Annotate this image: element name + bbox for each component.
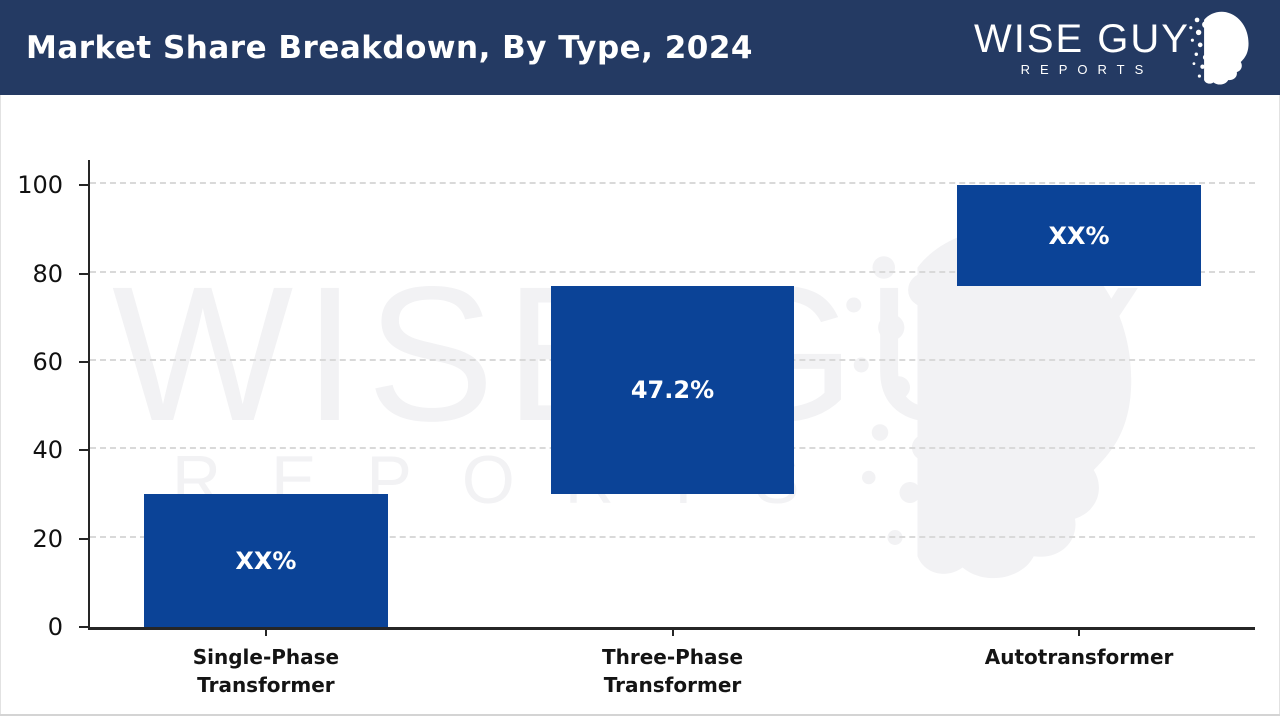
logo-wordmark: WISE GUY [973,16,1190,61]
page-title: Market Share Breakdown, By Type, 2024 [26,29,754,66]
category-label-line: Transformer [197,673,335,697]
footer-divider [0,714,1280,720]
category-label-line: Autotransformer [984,645,1174,669]
logo-subtitle: REPORTS [1020,61,1154,77]
logo-text: WISE GUY REPORTS [974,19,1190,77]
y-tick-label: 40 [32,436,63,465]
bar-segment: 47.2% [550,285,795,495]
header-bar: Market Share Breakdown, By Type, 2024 WI… [0,0,1280,95]
bar-value-label: XX% [1048,221,1110,250]
y-tick-mark [79,626,90,628]
logo-face-icon [1189,11,1249,85]
bar-segment: XX% [144,494,388,627]
plot-area: XX% 47.2% XX% Single-Phase Transformer Three-… [79,160,1255,697]
category-label: Autotransformer [985,643,1174,671]
y-tick-mark [79,449,90,452]
x-tick-mark [1078,627,1081,636]
category-label-line: Single-Phase [192,645,340,669]
y-tick-mark [79,537,90,540]
y-tick-label: 80 [32,259,63,288]
category-label-line: Transformer [603,673,742,697]
category-label-line: Three-Phase [601,645,744,669]
wiseguy-logo: WISE GUY REPORTS [974,7,1254,89]
y-tick-label: 60 [32,347,63,376]
y-tick-mark [79,184,90,187]
category-label: Three-Phase Transformer [602,643,743,699]
y-tick-label: 20 [32,524,63,553]
x-tick-mark [671,627,674,636]
gridline [90,270,1255,273]
y-tick-mark [79,272,90,275]
x-tick-mark [264,627,267,636]
y-tick-label: 100 [17,171,63,200]
y-tick-label: 0 [47,613,63,641]
gridline [90,535,1255,538]
gridline [90,182,1255,185]
y-axis-labels: 0 20 40 60 80 100 [0,160,77,641]
y-tick-mark [79,360,90,363]
bar-segment: XX% [957,185,1201,286]
bar-value-label: XX% [235,546,297,575]
bar-value-label: 47.2% [630,376,715,405]
category-label: Single-Phase Transformer [193,643,339,699]
